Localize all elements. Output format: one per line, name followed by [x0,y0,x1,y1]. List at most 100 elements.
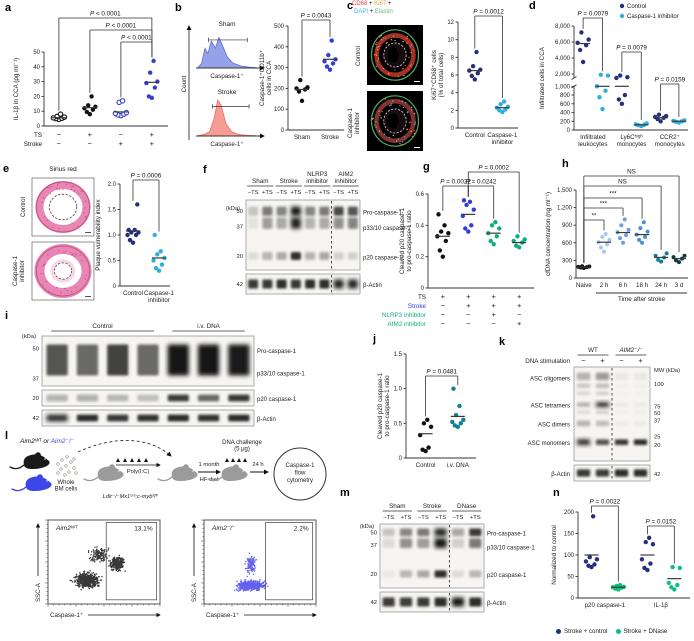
svg-text:***: *** [609,191,617,198]
svg-text:−: − [57,139,62,148]
svg-text:0.6: 0.6 [416,192,425,198]
svg-text:(% of total cells): (% of total cells) [438,53,445,98]
svg-text:Cleaved p20 caspase-1: Cleaved p20 caspase-1 [377,372,384,439]
svg-text:+: + [119,139,124,148]
panel-letter-n: n [553,487,560,499]
svg-text:2,000: 2,000 [555,72,571,78]
panel-e-row-label-inhibitor: Caspase-1 inhibitor [12,256,27,286]
svg-text:0: 0 [399,456,403,462]
legend-label-stroke-dnase: Stroke + DNase [623,628,668,635]
svg-text:600: 600 [562,241,573,247]
svg-text:Caspase-1⁺: Caspase-1⁺ [210,73,243,80]
svg-text:NLRP3: NLRP3 [307,171,328,178]
svg-text:100: 100 [564,553,575,559]
svg-text:DNA stimulation: DNA stimulation [525,358,570,365]
svg-text:Infiltrated cells in CCA: Infiltrated cells in CCA [539,46,546,109]
svg-text:+: + [150,139,155,148]
svg-text:Naive: Naive [576,282,592,289]
svg-text:−TS: −TS [305,190,316,196]
svg-text:P = 0.0159: P = 0.0159 [654,77,685,84]
svg-text:SSC-A: SSC-A [191,582,198,602]
svg-text:−: − [466,310,471,319]
svg-text:(kDa): (kDa) [226,206,240,212]
svg-text:CCR2⁺monocytes: CCR2⁺ monocytes [655,134,685,148]
svg-text:Pro-caspase-1: Pro-caspase-1 [363,211,403,217]
svg-text:500: 500 [274,24,285,30]
panel-e-stain-title: Sirius red [49,166,77,173]
svg-text:−TS: −TS [333,190,344,196]
panel-letter-g: g [423,161,430,173]
panel-l-donor-label: Aim2ᵂᵀ or Aim2⁻/⁻ [20,438,75,445]
svg-text:37: 37 [654,419,660,425]
svg-text:20: 20 [371,572,377,578]
svg-text:1.5: 1.5 [108,208,117,214]
svg-text:P = 0.0481: P = 0.0481 [426,369,457,376]
panel-b-chart: 0 100 200 300 400 500 Caspase-1⁺CD11b⁺ cells in… [259,13,344,141]
svg-text:0: 0 [281,128,285,134]
svg-text:−TS: −TS [276,190,287,196]
svg-text:P = 0.0022: P = 0.0022 [590,499,621,506]
svg-text:+TS: +TS [435,515,446,521]
panel-m-blot: Sham Stroke DNase −TS +TS −TS +TS −TS +TS (kDa)50… [360,503,535,613]
svg-text:8,000: 8,000 [555,24,571,30]
svg-text:6 h: 6 h [619,282,628,289]
svg-text:50: 50 [371,530,377,536]
svg-text:P = 0.0079: P = 0.0079 [577,11,608,18]
svg-text:P = 0.0012: P = 0.0012 [473,9,504,16]
svg-text:MW (kDa): MW (kDa) [654,368,680,374]
svg-text:+: + [466,301,471,310]
svg-text:Aim2ᵂᵀ: Aim2ᵂᵀ [55,525,79,532]
panel-c-micrographs [367,25,423,151]
svg-text:(kDa): (kDa) [22,334,36,340]
svg-text:12: 12 [447,20,454,26]
svg-text:p33/10 caspase-1: p33/10 caspase-1 [257,372,305,378]
svg-text:i.v. DNA: i.v. DNA [447,462,470,469]
svg-text:+: + [88,130,93,139]
svg-text:10: 10 [33,109,40,115]
svg-text:−TS: −TS [453,515,464,521]
svg-text:DNase: DNase [457,503,477,510]
svg-text:P = 0.0002: P = 0.0002 [478,165,509,172]
svg-text:18 h: 18 h [636,282,649,289]
svg-text:cfDNA concentration (ng ml⁻¹): cfDNA concentration (ng ml⁻¹) [545,192,552,276]
svg-text:100: 100 [274,107,285,113]
svg-text:400: 400 [274,45,285,51]
svg-text:0: 0 [451,126,455,132]
svg-text:2.2%: 2.2% [294,526,309,533]
panel-l-flow-ko: 2.2% Aim2⁻/⁻ Caspase-1⁺ SSC-A [191,519,317,619]
panel-letter-e: e [3,163,10,175]
svg-text:SSC-A: SSC-A [35,582,42,602]
svg-text:NS: NS [627,169,636,176]
svg-text:(kDa): (kDa) [360,524,374,530]
panel-n-legend: Stroke + control Stroke + DNase [548,628,667,635]
panel-c-row-label-inhibitor: Caspase-1 inhibitor [347,108,362,138]
svg-text:P < 0.0001: P < 0.0001 [106,23,137,30]
svg-text:p20 caspase-1: p20 caspase-1 [487,573,527,579]
panel-c-chart: 0 2 4 6 8 10 12 Ki67⁺CD68⁺ cells (% of total cel… [431,9,518,146]
svg-text:2: 2 [451,108,455,114]
svg-text:+: + [517,319,522,328]
svg-text:Sham: Sham [389,503,405,510]
svg-text:P = 0.0242: P = 0.0242 [466,179,497,186]
svg-text:Caspase-1 inhibitor: Caspase-1 inhibitor [627,14,679,20]
svg-text:+TS: +TS [290,190,301,196]
svg-text:1,200: 1,200 [557,206,573,212]
svg-text:+: + [492,310,497,319]
svg-text:2 h: 2 h [600,282,609,289]
svg-text:IL-1β: IL-1β [654,602,669,609]
svg-text:p20 caspase-1: p20 caspase-1 [585,602,626,609]
panel-b-histograms: Sham Caspase-1⁺ Stroke Caspase-1⁺ Count [181,21,265,148]
panel-letter-i: i [5,310,9,322]
svg-text:Control: Control [465,132,485,139]
svg-text:Caspase-1⁺CD11b⁺: Caspase-1⁺CD11b⁺ [259,50,266,106]
svg-text:i.v. DNA: i.v. DNA [197,323,220,330]
svg-text:TS: TS [418,294,426,301]
svg-text:8: 8 [451,55,455,61]
svg-text:−: − [517,310,522,319]
svg-text:1.5: 1.5 [394,352,403,358]
svg-text:3 d: 3 d [675,282,684,289]
svg-text:P = 0.0152: P = 0.0152 [646,519,677,526]
